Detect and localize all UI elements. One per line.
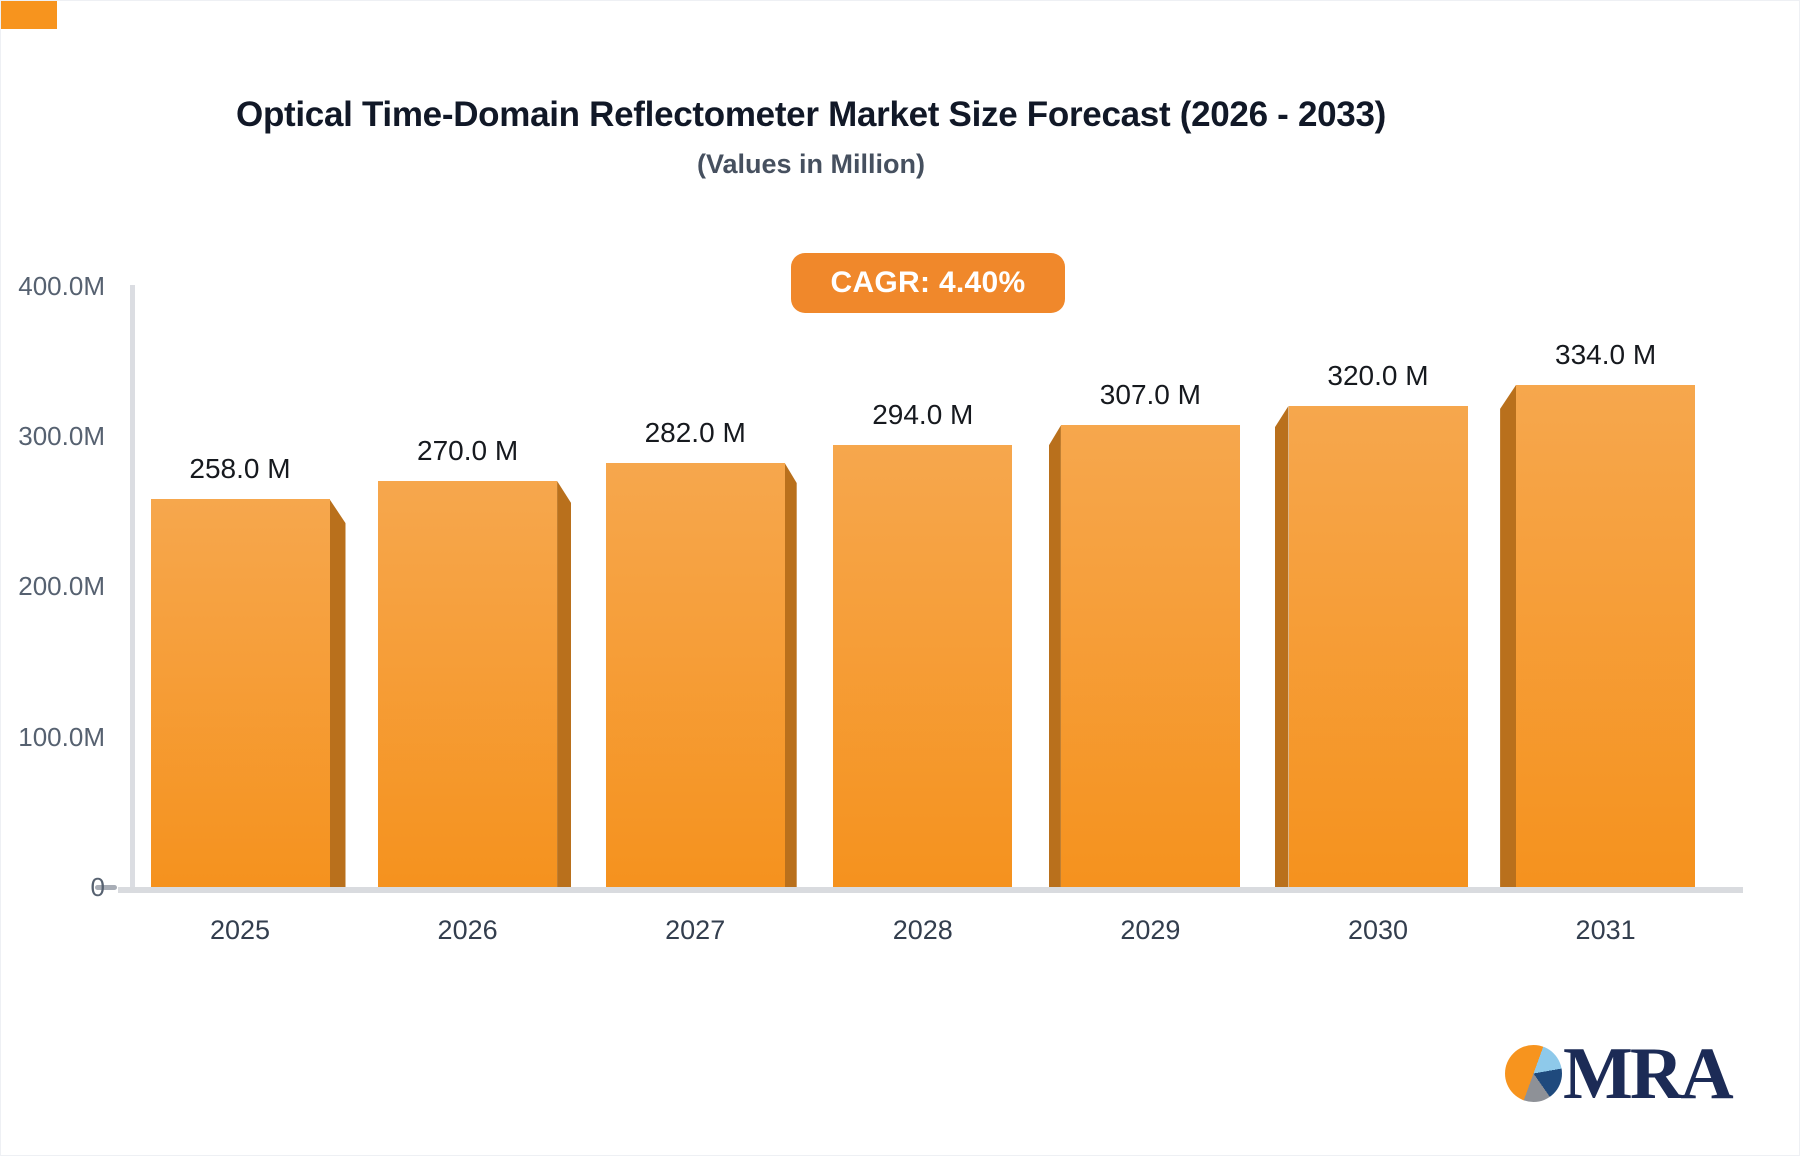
x-tick-label: 2031 (1575, 915, 1636, 945)
bar-2026[interactable] (378, 481, 558, 887)
bar-side-face (557, 481, 572, 887)
x-tick-label: 2027 (665, 915, 726, 945)
chart-subtitle: (Values in Million) (696, 149, 926, 179)
corner-accent-shape (1, 1, 57, 29)
bar-2029[interactable] (1060, 425, 1240, 887)
x-tick-label: 2029 (1120, 915, 1181, 945)
chart-title: Optical Time-Domain Reflectometer Market… (236, 95, 1386, 134)
x-tick-label: 2025 (209, 915, 271, 945)
bar-2027[interactable] (605, 463, 785, 887)
bar-side-face (1500, 384, 1517, 887)
x-tick-label: 2026 (437, 915, 498, 945)
bar-side-face (1048, 425, 1061, 887)
x-tick-label: 2030 (1347, 915, 1409, 945)
bar-side-face (1274, 405, 1289, 887)
bar-value-label: 258.0 M (189, 453, 291, 485)
brand-logo: MRA (1503, 1035, 1763, 1115)
bar-2025[interactable] (150, 499, 330, 887)
x-axis-line (118, 887, 1743, 893)
y-tick-label: 200.0M (18, 571, 105, 602)
bar-value-label: 307.0 M (1099, 379, 1201, 411)
x-tick-label: 2028 (892, 915, 953, 945)
y-tick-label: 100.0M (18, 721, 105, 752)
y-tick-label: 0 (90, 872, 105, 902)
bar-side-face (329, 499, 346, 887)
bar-value-label: 270.0 M (417, 435, 519, 467)
bar-value-label: 334.0 M (1555, 338, 1657, 370)
bar-value-label: 320.0 M (1327, 359, 1429, 391)
cagr-badge: CAGR: 4.40% (791, 253, 1065, 313)
bar-2030[interactable] (1288, 405, 1468, 887)
bar-side-face (784, 463, 797, 887)
y-tick-label: 400.0M (18, 270, 105, 301)
y-axis-line (130, 285, 135, 892)
bar-value-label: 282.0 M (644, 417, 746, 448)
y-tick-label: 300.0M (18, 420, 105, 451)
bar-value-label: 294.0 M (872, 398, 974, 430)
bar-2031[interactable] (1516, 384, 1696, 887)
logo-text: MRA (1563, 1033, 1734, 1115)
cagr-badge-label: CAGR: 4.40% (830, 266, 1026, 299)
bar-2028[interactable] (833, 444, 1013, 887)
zero-tick-mark (95, 885, 117, 890)
pie-chart-icon (1505, 1045, 1562, 1102)
